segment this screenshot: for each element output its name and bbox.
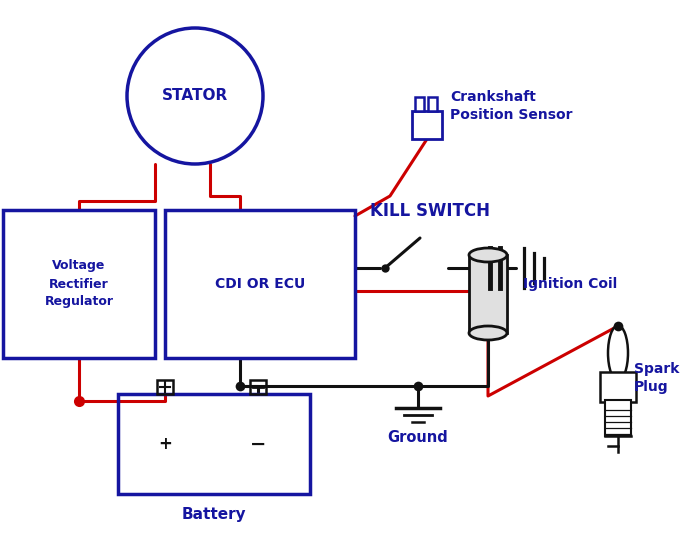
- Ellipse shape: [608, 325, 628, 380]
- Text: Ground: Ground: [388, 430, 449, 445]
- Bar: [605, 400, 631, 436]
- Ellipse shape: [469, 326, 507, 340]
- Bar: [412, 111, 442, 139]
- Text: Spark
Plug: Spark Plug: [634, 363, 680, 394]
- Bar: [165, 210, 355, 358]
- Bar: [600, 372, 636, 402]
- Text: −: −: [250, 434, 266, 454]
- Bar: [415, 97, 424, 111]
- Bar: [157, 380, 173, 394]
- Ellipse shape: [469, 248, 507, 262]
- Bar: [118, 394, 310, 494]
- Bar: [469, 255, 507, 333]
- Bar: [428, 97, 437, 111]
- Text: Crankshaft
Position Sensor: Crankshaft Position Sensor: [450, 90, 573, 122]
- Text: CDI OR ECU: CDI OR ECU: [215, 277, 305, 291]
- Text: +: +: [158, 435, 172, 453]
- Bar: [250, 380, 266, 394]
- Text: Battery: Battery: [182, 507, 246, 522]
- Text: KILL SWITCH: KILL SWITCH: [370, 202, 490, 220]
- Text: STATOR: STATOR: [162, 88, 228, 103]
- Text: Ignition Coil: Ignition Coil: [523, 277, 617, 291]
- Bar: [3, 210, 155, 358]
- Text: Voltage
Rectifier
Regulator: Voltage Rectifier Regulator: [45, 260, 113, 309]
